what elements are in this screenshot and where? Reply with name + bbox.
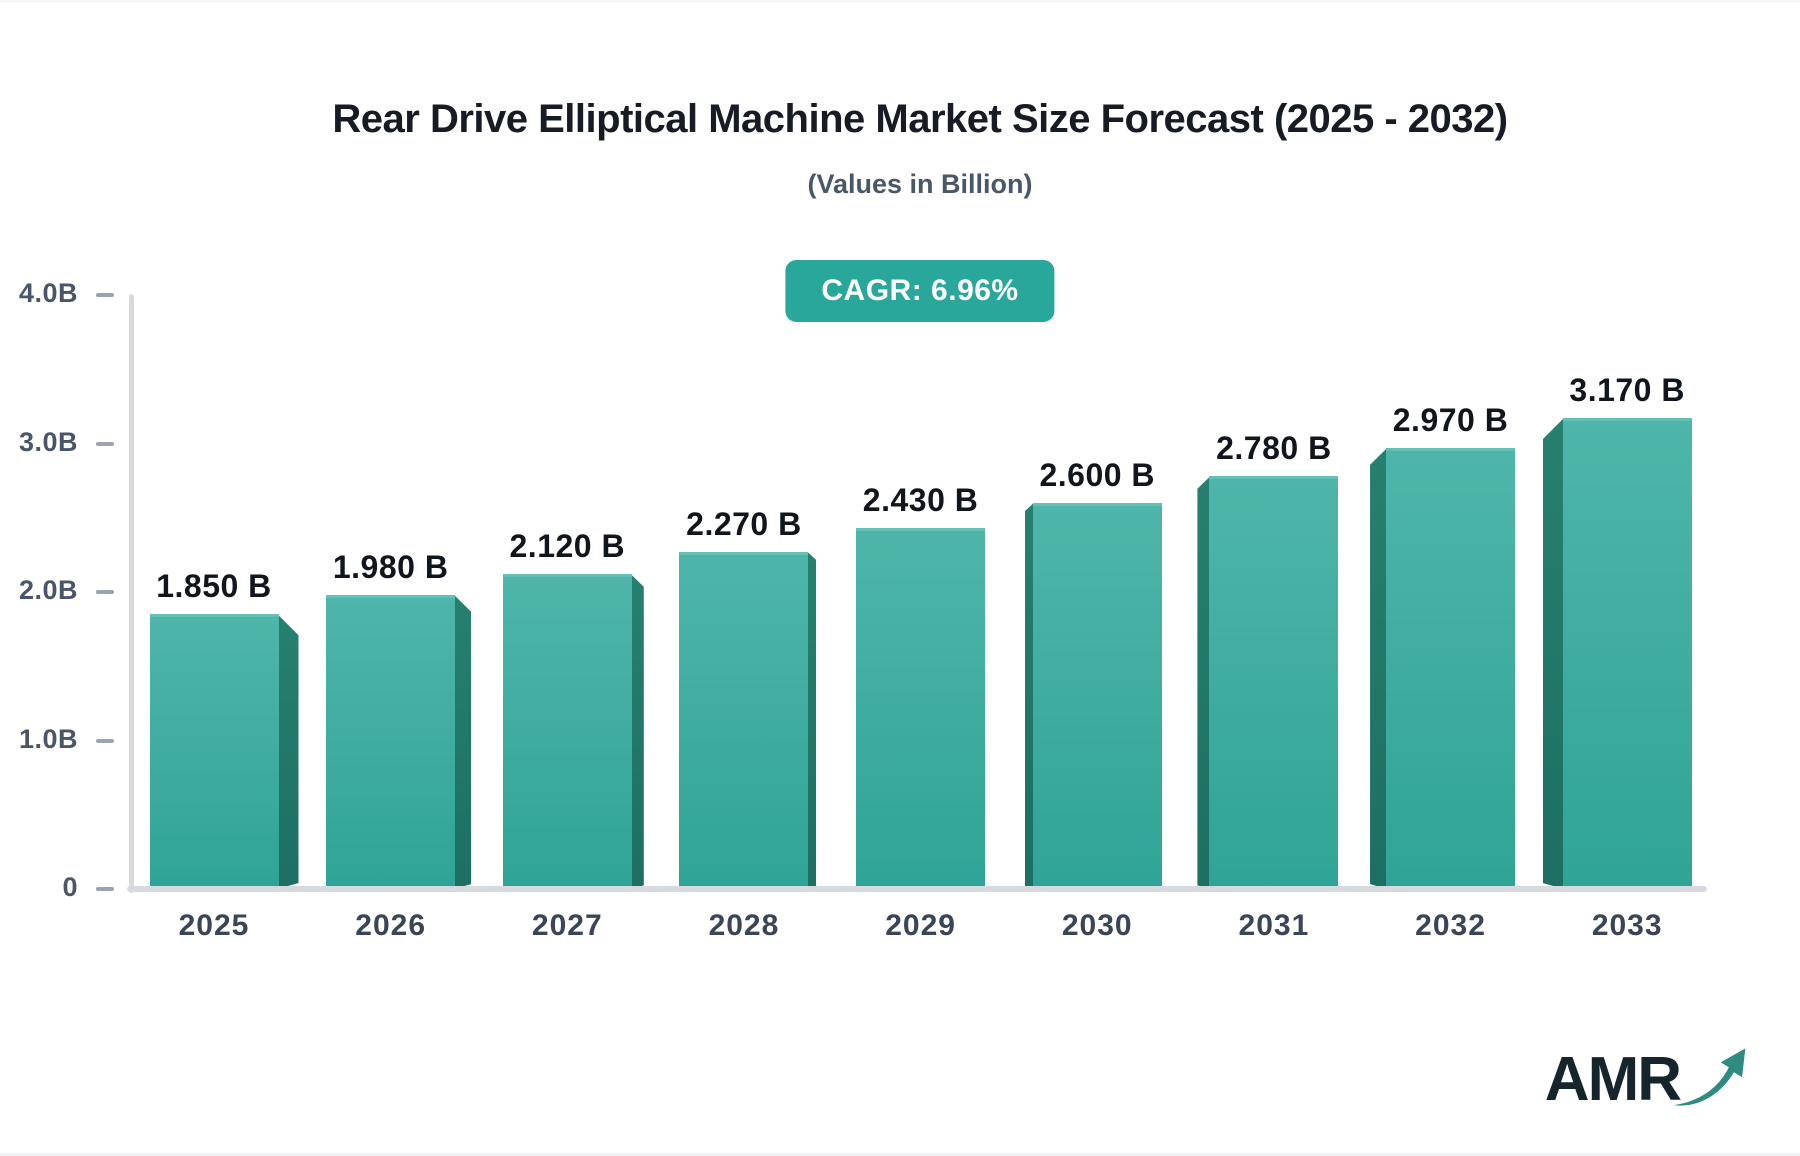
bar-value-label-2026: 1.980 B [332, 548, 449, 585]
bar-2029 [856, 528, 986, 889]
y-axis-line [129, 294, 134, 893]
x-axis-label-2030: 2030 [1061, 909, 1133, 942]
y-tick-label: 0 [62, 872, 78, 902]
plot-area: 4.0B 3.0B 2.0B 1.0B 0 1.850 B 2025 1.980 B 2026 2… [0, 3, 1800, 1153]
x-axis-label-2027: 2027 [531, 909, 603, 942]
bar-value-label-2031: 2.780 B [1216, 430, 1332, 467]
y-tick-mark [96, 590, 114, 594]
x-axis-label-2031: 2031 [1238, 909, 1310, 942]
amr-logo: AMR [1545, 1041, 1752, 1117]
y-tick-label: 4.0B [18, 278, 78, 308]
y-tick-mark [96, 293, 114, 297]
x-axis-label-2028: 2028 [708, 909, 780, 942]
bar-side-facet-2031 [1197, 476, 1210, 889]
y-tick-mark [96, 887, 114, 891]
y-tick-label: 2.0B [18, 575, 78, 605]
bar-2027 [502, 574, 632, 889]
bar-value-label-2030: 2.600 B [1039, 456, 1156, 493]
bar-side-facet-2025 [278, 614, 299, 889]
cagr-badge: CAGR: 6.96% [785, 260, 1055, 322]
growth-arrow-icon [1673, 1048, 1746, 1106]
x-axis-label-2033: 2033 [1591, 909, 1663, 942]
y-tick-mark [96, 441, 114, 446]
x-axis-label-2032: 2032 [1415, 909, 1486, 942]
x-axis-label-2026: 2026 [355, 909, 427, 942]
chart-title: Rear Drive Elliptical Machine Market Siz… [332, 97, 1508, 141]
bar-value-label-2028: 2.270 B [686, 505, 802, 542]
y-tick-label: 3.0B [18, 426, 78, 457]
x-axis-label-2025: 2025 [178, 909, 250, 942]
bar-value-label-2032: 2.970 B [1392, 401, 1509, 438]
bar-side-facet-2027 [631, 574, 644, 889]
bar-value-label-2033: 3.170 B [1569, 372, 1685, 409]
bar-side-facet-2033 [1543, 418, 1564, 889]
chart-subtitle: (Values in Billion) [807, 169, 1033, 199]
bar-2025 [149, 614, 279, 889]
bar-side-facet-2028 [807, 552, 816, 889]
bar-2030 [1032, 502, 1162, 889]
bar-2028 [679, 551, 809, 889]
bar-2032 [1386, 447, 1516, 889]
bar-2033 [1562, 418, 1692, 889]
bar-side-facet-2032 [1370, 448, 1387, 889]
bar-value-label-2029: 2.430 B [862, 482, 979, 519]
bar-side-facet-2026 [454, 595, 471, 889]
amr-logo-text: AMR [1544, 1044, 1682, 1114]
y-tick-label: 1.0B [18, 723, 78, 754]
bar-value-label-2027: 2.120 B [509, 528, 626, 565]
bar-side-facet-2030 [1025, 503, 1034, 889]
x-axis-line [127, 886, 1707, 892]
y-tick-mark [96, 738, 114, 743]
bar-value-label-2025: 1.850 B [156, 568, 272, 605]
bar-2026 [326, 594, 456, 889]
bar-2031 [1209, 476, 1339, 889]
x-axis-label-2029: 2029 [885, 909, 956, 942]
